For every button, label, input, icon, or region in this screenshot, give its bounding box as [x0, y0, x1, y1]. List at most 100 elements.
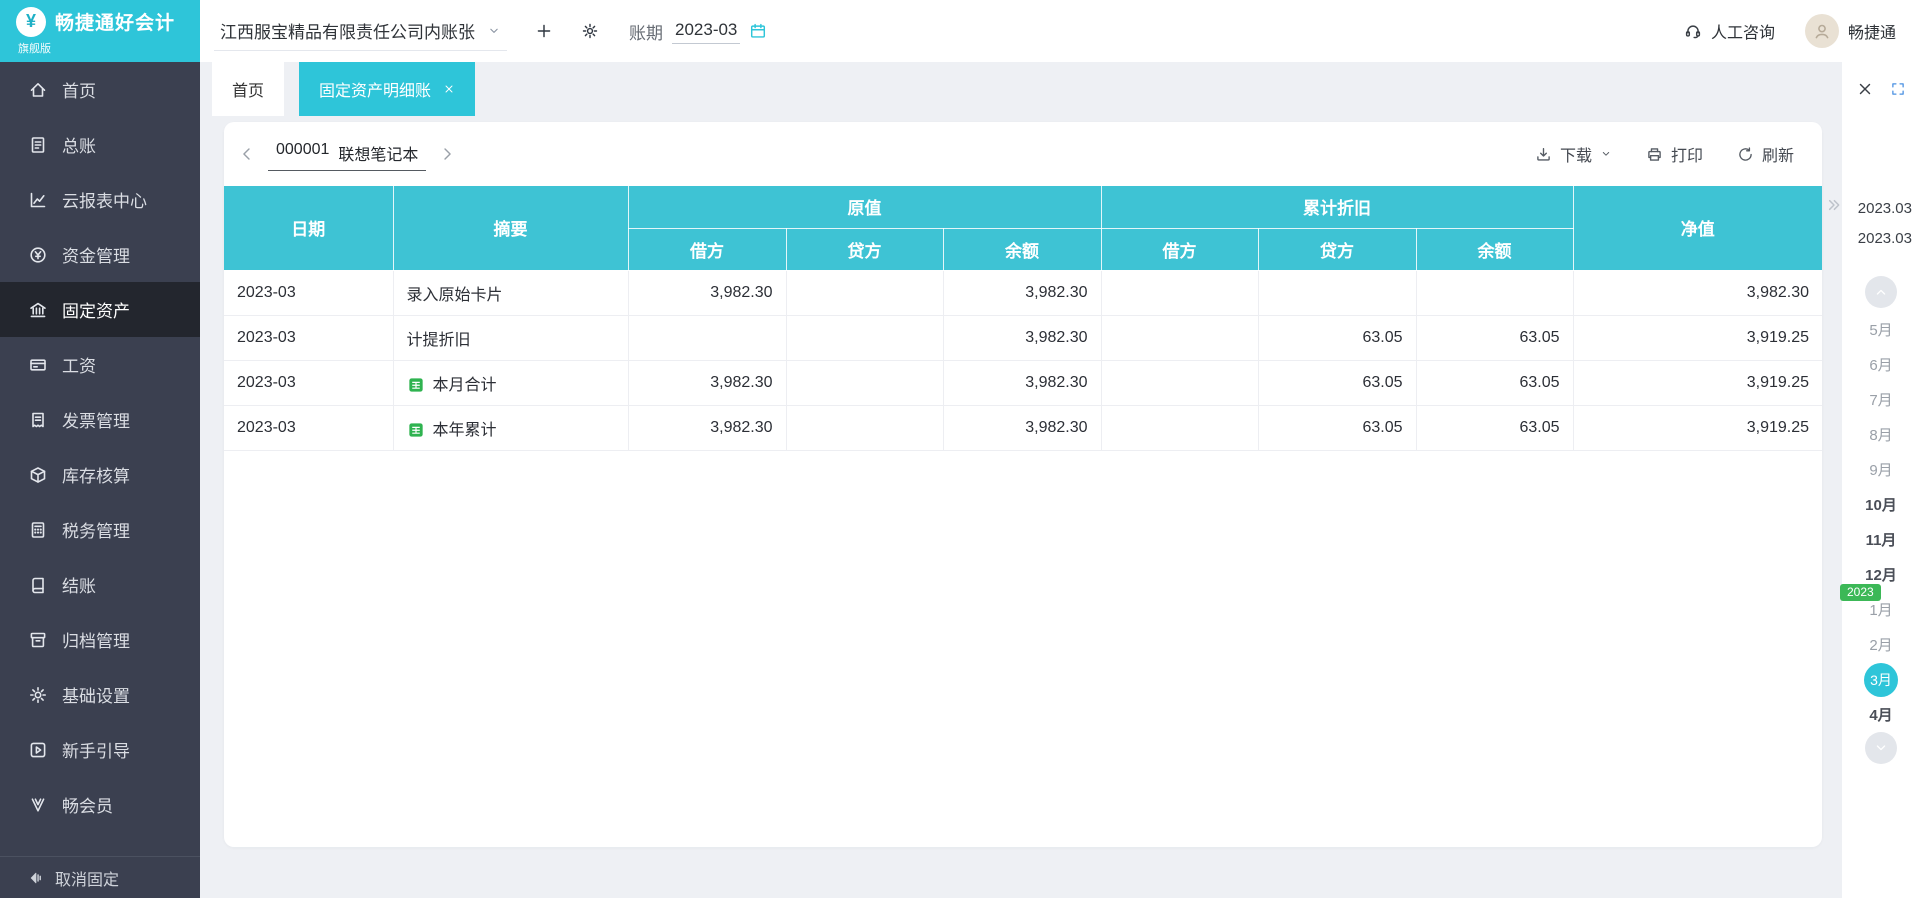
sidebar-item-guide[interactable]: 新手引导: [0, 722, 200, 777]
company-selector[interactable]: 江西服宝精品有限责任公司内账张: [214, 11, 507, 51]
month-label: 3月: [1864, 662, 1898, 697]
refresh-label: 刷新: [1761, 148, 1794, 165]
scroll-down-button[interactable]: [1865, 732, 1897, 764]
sidebar-item-payroll[interactable]: 工资: [0, 337, 200, 392]
close-icon[interactable]: [1856, 80, 1874, 98]
home-icon: [28, 80, 48, 100]
print-button[interactable]: 打印: [1646, 142, 1703, 166]
cell-ad-debit: [1101, 315, 1259, 361]
month-6[interactable]: 6月: [1842, 347, 1920, 382]
cell-date: 2023-03: [224, 315, 394, 361]
month-8[interactable]: 8月: [1842, 417, 1920, 452]
table-row[interactable]: 2023-03 本月合计 3,982.30 3,982.30 63.05 63.05 3,9…: [224, 360, 1822, 406]
cell-ad-debit: [1101, 360, 1259, 406]
cell-ov-credit: [786, 315, 944, 361]
sidebar-item-closing[interactable]: 结账: [0, 557, 200, 612]
app-logo[interactable]: ¥ 畅捷通好会计 旗舰版: [0, 0, 200, 62]
report-icon: [28, 190, 48, 210]
month-7[interactable]: 7月: [1842, 382, 1920, 417]
cell-summary: 本年累计: [393, 405, 629, 451]
unpin-icon: [26, 869, 44, 887]
period-value[interactable]: 2023-03: [672, 18, 741, 44]
prev-asset-chevron-left-icon[interactable]: [238, 145, 256, 163]
sidebar-item-general-ledger[interactable]: 总账: [0, 117, 200, 172]
table-row[interactable]: 2023-03 录入原始卡片 3,982.30 3,982.30 3,982.30: [224, 270, 1822, 316]
download-icon: [1535, 146, 1552, 163]
close-icon[interactable]: [443, 83, 455, 95]
panel-toolbar: 000001 联想笔记本 下载 打印: [224, 122, 1822, 186]
scroll-up-button[interactable]: [1865, 276, 1897, 308]
sidebar-item-label: 工资: [62, 357, 96, 376]
month-4[interactable]: 4月: [1842, 697, 1920, 732]
main-area: 首页 固定资产明细账 000001 联想笔记本: [200, 62, 1842, 898]
month-2[interactable]: 2月: [1842, 627, 1920, 662]
member-icon: [28, 795, 48, 815]
sidebar-item-label: 库存核算: [62, 467, 130, 486]
ledger-panel: 000001 联想笔记本 下载 打印: [224, 122, 1822, 847]
cell-ov-debit: 3,982.30: [628, 405, 787, 451]
archive-icon: [28, 630, 48, 650]
month-11[interactable]: 11月: [1842, 522, 1920, 557]
cell-date: 2023-03: [224, 270, 394, 316]
sidebar-item-inventory[interactable]: 库存核算: [0, 447, 200, 502]
tab-home[interactable]: 首页: [212, 62, 285, 116]
month-9[interactable]: 9月: [1842, 452, 1920, 487]
next-asset-chevron-right-icon[interactable]: [438, 145, 456, 163]
sidebar-item-label: 税务管理: [62, 522, 130, 541]
cell-date: 2023-03: [224, 360, 394, 406]
sidebar-item-member[interactable]: 畅会员: [0, 777, 200, 832]
add-button[interactable]: [535, 22, 553, 40]
avatar[interactable]: [1804, 14, 1839, 48]
chevron-down-icon: [1873, 740, 1889, 756]
asset-selector[interactable]: 000001 联想笔记本: [268, 138, 427, 171]
refresh-button[interactable]: 刷新: [1737, 142, 1794, 166]
sidebar-item-label: 发票管理: [62, 412, 130, 431]
sidebar-item-funds[interactable]: 资金管理: [0, 227, 200, 282]
month-label: 9月: [1869, 462, 1893, 479]
sidebar: 首页总账云报表中心 资金管理固定资产工资发票管理库存核算税务管理结账 归档管理 基础设…: [0, 62, 200, 898]
download-button[interactable]: 下载: [1535, 142, 1612, 166]
month-10[interactable]: 10月: [1842, 487, 1920, 522]
chevron-down-icon: [487, 24, 501, 38]
period-range: 2023.03 2023.03: [1842, 194, 1920, 254]
tab-label: 首页: [232, 83, 265, 100]
sidebar-item-home[interactable]: 首页: [0, 62, 200, 117]
period-range-end: 2023.03: [1857, 230, 1912, 247]
sidebar-item-label: 固定资产: [62, 302, 130, 321]
sidebar-item-label: 首页: [62, 82, 96, 101]
sidebar-item-settings[interactable]: 基础设置: [0, 667, 200, 722]
asset-code: 000001: [276, 140, 330, 158]
col-header-ov-credit: 贷方: [785, 227, 944, 271]
calendar-icon[interactable]: [749, 22, 767, 40]
fullscreen-icon[interactable]: [1890, 81, 1906, 97]
settings-gear-icon[interactable]: [581, 22, 599, 40]
sidebar-item-label: 总账: [62, 137, 96, 156]
period-label: 账期: [629, 23, 663, 43]
month-1[interactable]: 1月: [1842, 592, 1920, 627]
unpin-sidebar-button[interactable]: 取消固定: [0, 856, 200, 898]
month-3[interactable]: 3月: [1842, 662, 1920, 697]
support-button[interactable]: 人工咨询: [1684, 19, 1775, 43]
download-label: 下载: [1559, 148, 1592, 165]
sidebar-item-archive[interactable]: 归档管理: [0, 612, 200, 667]
username[interactable]: 畅捷通: [1847, 25, 1896, 42]
cell-ov-balance: 3,982.30: [943, 360, 1102, 406]
asset-name: 联想笔记本: [338, 146, 419, 164]
collapse-double-chevron-right-icon[interactable]: [1825, 196, 1843, 214]
sidebar-item-invoices[interactable]: 发票管理: [0, 392, 200, 447]
summary-text: 本年累计: [432, 421, 497, 439]
sidebar-item-fixed-assets[interactable]: 固定资产: [0, 282, 200, 337]
table-row[interactable]: 2023-03 计提折旧 3,982.30 63.05 63.05 3,919.25: [224, 315, 1822, 361]
sidebar-item-cloud-reports[interactable]: 云报表中心: [0, 172, 200, 227]
sidebar-item-tax[interactable]: 税务管理: [0, 502, 200, 557]
col-header-ad-balance: 余额: [1415, 227, 1574, 271]
tab-label: 固定资产明细账: [319, 83, 432, 100]
table-row[interactable]: 2023-03 本年累计 3,982.30 3,982.30 63.05 63.05 3,9…: [224, 405, 1822, 451]
month-label: 6月: [1869, 357, 1893, 374]
cell-net: 3,919.25: [1573, 360, 1822, 406]
tab-fixed-asset-ledger[interactable]: 固定资产明细账: [299, 62, 476, 116]
month-12[interactable]: 12月: [1842, 557, 1920, 592]
cell-ad-debit: [1101, 405, 1259, 451]
month-5[interactable]: 5月: [1842, 312, 1920, 347]
month-label: 8月: [1869, 427, 1893, 444]
